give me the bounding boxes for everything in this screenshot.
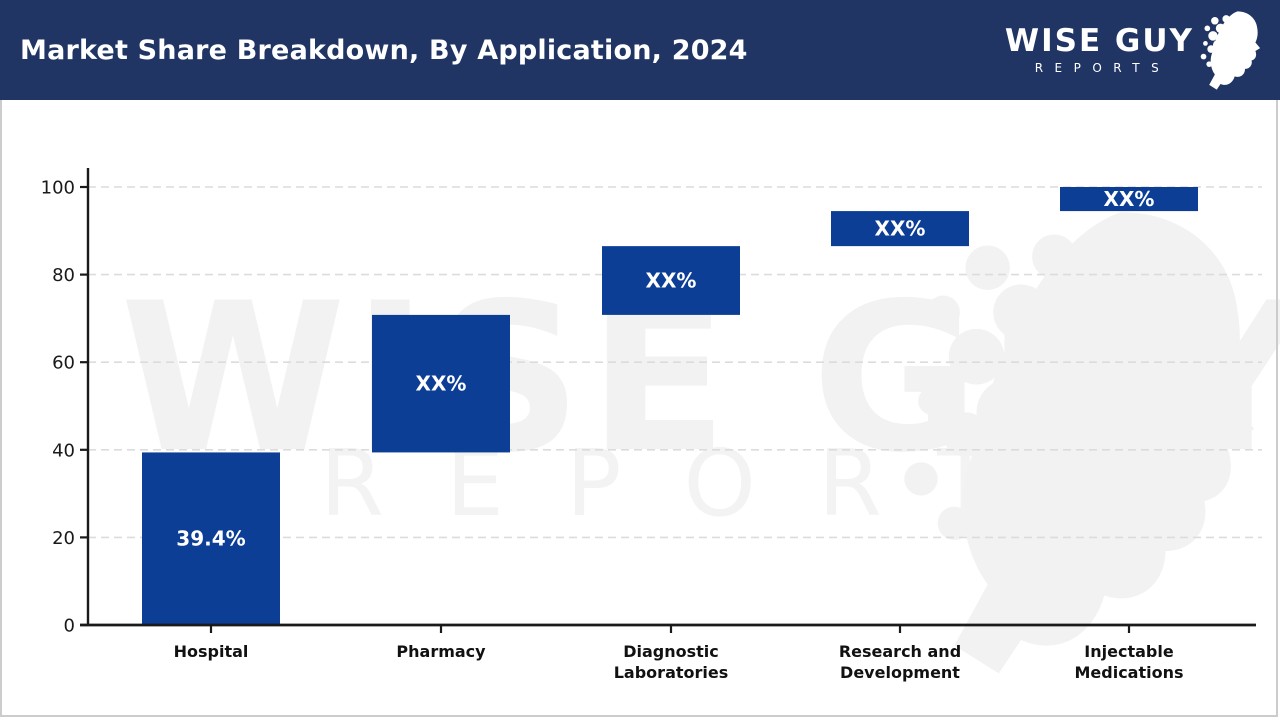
category-label-hospital: Hospital [174,642,249,661]
watermark: WISE GUY REPORTS [0,100,1280,720]
bar-injectable-medications [1060,187,1198,212]
bar-research-and-development [831,211,969,247]
header: Market Share Breakdown, By Application, … [0,0,1280,100]
category-label-injectable-medications: Medications [1074,663,1183,682]
bar-value-label-research-and-development: XX% [875,217,926,241]
y-tick-label-0: 0 [64,616,75,637]
logo-subtext: REPORTS [1034,60,1171,75]
y-tick-label-100: 100 [41,178,75,199]
category-label-injectable-medications: Injectable [1084,642,1174,661]
bar-hospital [142,452,280,625]
bar-pharmacy [372,314,510,453]
category-label-research-and-development: Research and [839,642,961,661]
logo: WISE GUY REPORTS [1005,6,1262,94]
y-tick-label-40: 40 [52,440,75,461]
y-tick-label-60: 60 [52,353,75,374]
category-label-diagnostic-laboratories: Diagnostic [623,642,719,661]
bar-value-label-pharmacy: XX% [416,372,467,396]
logo-text: WISE GUY REPORTS [1004,22,1194,75]
bar-value-label-injectable-medications: XX% [1104,187,1155,211]
category-label-diagnostic-laboratories: Laboratories [614,663,729,682]
category-label-pharmacy: Pharmacy [396,642,486,661]
watermark-head-icon [904,212,1255,674]
bar-value-label-diagnostic-laboratories: XX% [646,269,697,293]
chart-region: WISE GUY REPORTS 39.4% XX% XX% XX% XX% 0 20 40 6… [0,100,1280,720]
y-tick-label-20: 20 [52,528,75,549]
bar-value-label-hospital: 39.4% [176,527,245,551]
logo-wordmark: WISE GUY [1004,22,1194,59]
category-label-research-and-development: Development [840,663,960,682]
page-title: Market Share Breakdown, By Application, … [20,34,748,66]
y-tick-label-80: 80 [52,265,75,286]
bar-diagnostic-laboratories [602,246,740,315]
dotted-head-icon [1200,11,1261,90]
